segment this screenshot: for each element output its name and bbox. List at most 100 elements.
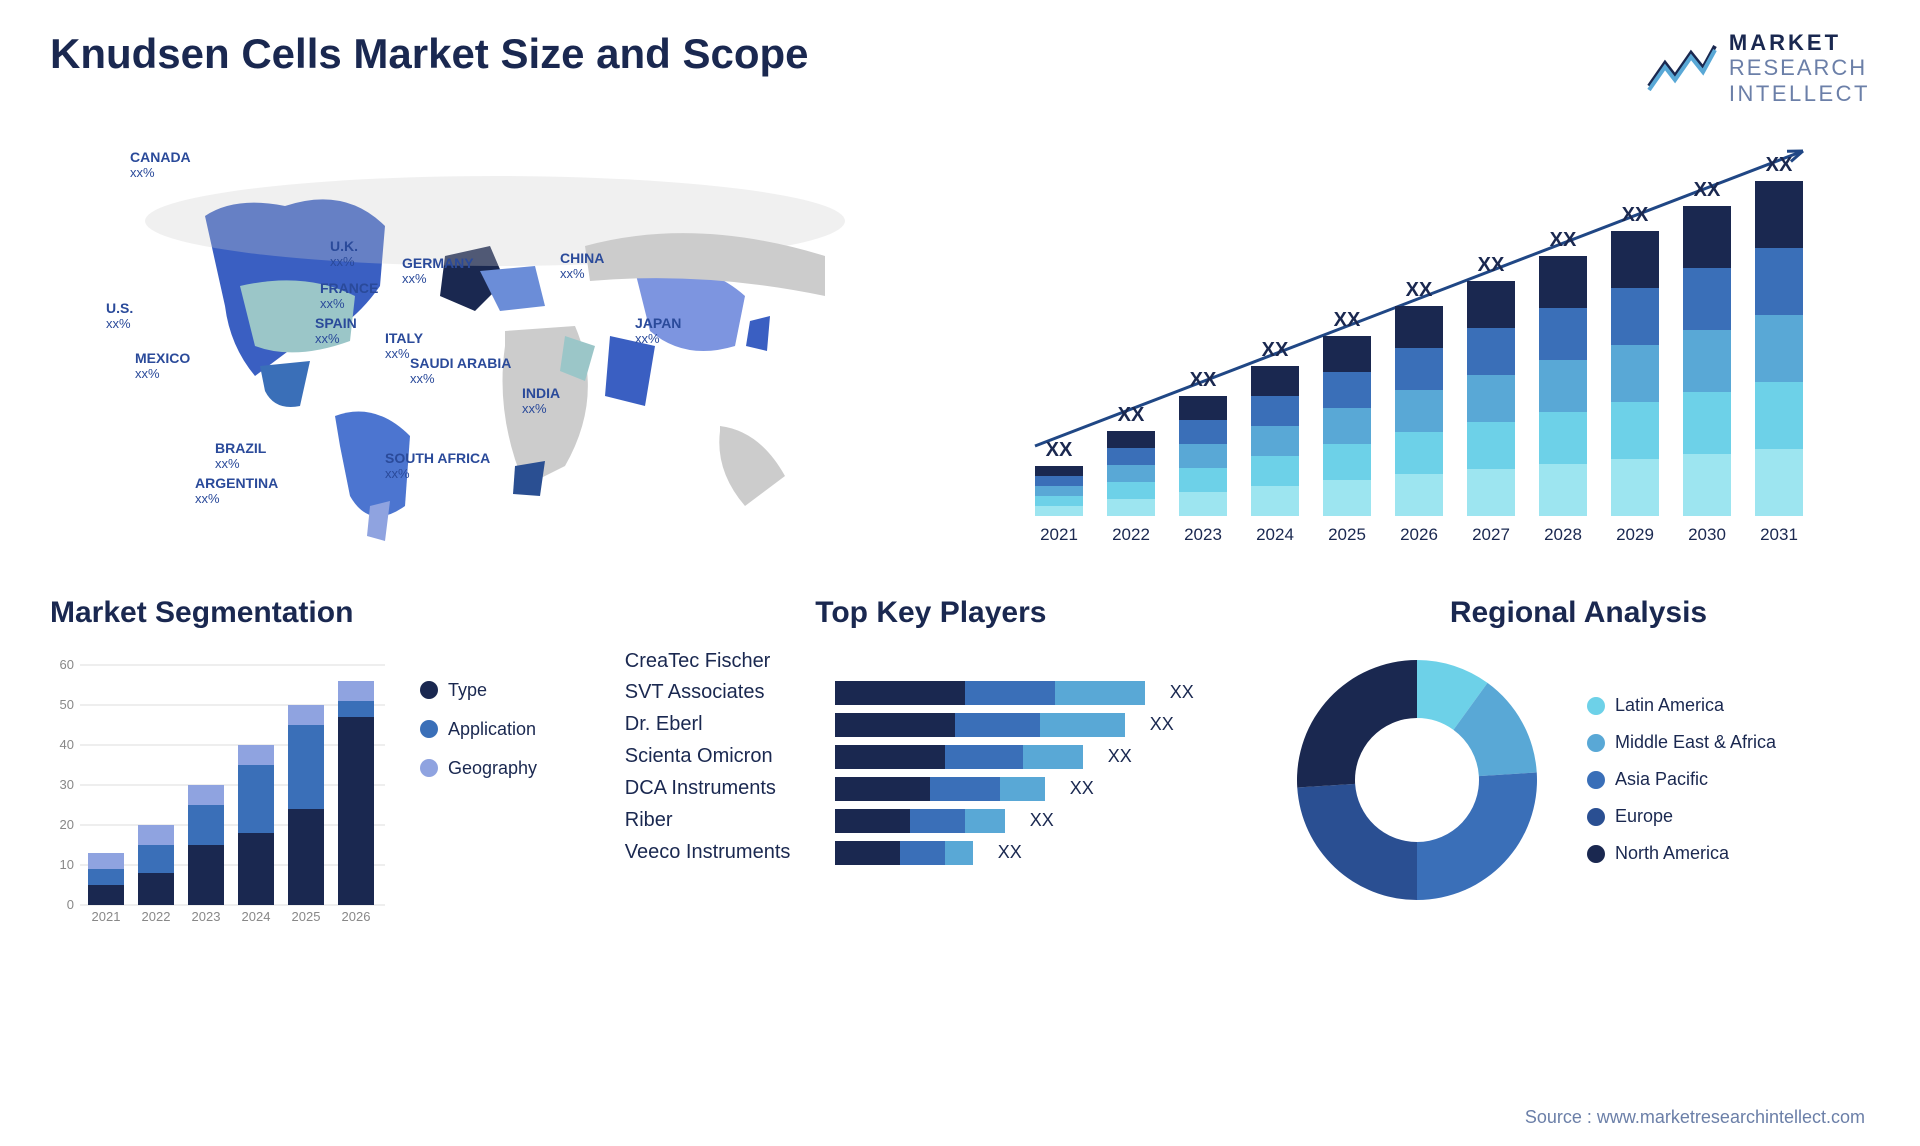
- regional-donut-chart: [1287, 650, 1547, 910]
- seg-bar-segment: [238, 745, 274, 765]
- player-name: Scienta Omicron: [625, 745, 820, 768]
- player-bar-segment: [955, 713, 1040, 737]
- seg-bar-segment: [288, 705, 324, 725]
- regional-title: Regional Analysis: [1287, 596, 1870, 630]
- growth-bar-segment: [1179, 492, 1227, 516]
- legend-label: Asia Pacific: [1615, 769, 1708, 790]
- growth-bar-segment: [1395, 474, 1443, 516]
- growth-year-label: 2026: [1400, 525, 1438, 544]
- map-label: U.K.xx%: [330, 239, 358, 270]
- growth-bar-segment: [1755, 181, 1803, 248]
- growth-bar-value-label: XX: [1262, 339, 1289, 361]
- player-bar-segment: [965, 681, 1055, 705]
- seg-bar-segment: [288, 725, 324, 809]
- player-value-label: XX: [1150, 714, 1174, 735]
- player-row: CreaTec Fischer: [625, 650, 1237, 673]
- growth-bar-segment: [1251, 456, 1299, 486]
- growth-bar-segment: [1323, 480, 1371, 516]
- growth-bar-segment: [1395, 306, 1443, 348]
- regional-legend: Latin America Middle East & Africa Asia Pa…: [1587, 695, 1776, 864]
- player-bar: [835, 681, 1145, 705]
- player-bar-segment: [900, 841, 945, 865]
- player-row: Scienta Omicron XX: [625, 745, 1237, 769]
- legend-swatch-icon: [420, 759, 438, 777]
- map-label: INDIAxx%: [522, 386, 560, 417]
- growth-bar-segment: [1179, 444, 1227, 468]
- segmentation-title: Market Segmentation: [50, 596, 575, 630]
- world-map-panel: CANADAxx%U.S.xx%MEXICOxx%BRAZILxx%ARGENT…: [50, 136, 940, 556]
- player-bar-segment: [835, 681, 965, 705]
- seg-bar-segment: [88, 853, 124, 869]
- svg-text:2026: 2026: [342, 909, 371, 924]
- growth-bar-value-label: XX: [1694, 179, 1721, 201]
- legend-item: Application: [420, 719, 537, 740]
- svg-text:10: 10: [60, 857, 74, 872]
- legend-item: Asia Pacific: [1587, 769, 1776, 790]
- growth-bar-segment: [1107, 431, 1155, 448]
- player-bar-segment: [945, 745, 1023, 769]
- growth-bar-segment: [1755, 248, 1803, 315]
- growth-bar-value-label: XX: [1766, 154, 1793, 176]
- player-bar: [835, 809, 1005, 833]
- growth-bar-value-label: XX: [1046, 439, 1073, 461]
- seg-bar-segment: [338, 701, 374, 717]
- player-bar-segment: [835, 745, 945, 769]
- map-label: CHINAxx%: [560, 251, 604, 282]
- legend-swatch-icon: [420, 720, 438, 738]
- player-value-label: XX: [1108, 746, 1132, 767]
- growth-bar-segment: [1251, 486, 1299, 516]
- player-row: SVT AssociatesXX: [625, 681, 1237, 705]
- growth-bar-segment: [1323, 444, 1371, 480]
- player-bar: [835, 745, 1083, 769]
- legend-label: Middle East & Africa: [1615, 732, 1776, 753]
- seg-bar-segment: [338, 717, 374, 905]
- legend-item: North America: [1587, 843, 1776, 864]
- player-bar-segment: [1023, 745, 1083, 769]
- legend-label: Type: [448, 680, 487, 701]
- growth-bar-segment: [1467, 281, 1515, 328]
- growth-bar-segment: [1611, 402, 1659, 459]
- growth-bar-chart: XX2021XX2022XX2023XX2024XX2025XX2026XX20…: [980, 136, 1870, 556]
- player-value-label: XX: [998, 842, 1022, 863]
- svg-text:2022: 2022: [142, 909, 171, 924]
- svg-text:2024: 2024: [242, 909, 271, 924]
- growth-bar-segment: [1467, 422, 1515, 469]
- growth-bar-segment: [1395, 348, 1443, 390]
- legend-item: Type: [420, 680, 537, 701]
- player-bar-segment: [835, 713, 955, 737]
- map-label: CANADAxx%: [130, 150, 191, 181]
- seg-bar-segment: [88, 885, 124, 905]
- segmentation-chart: 0102030405060202120222023202420252026: [50, 650, 390, 930]
- segmentation-legend: Type Application Geography: [420, 650, 537, 930]
- svg-text:0: 0: [67, 897, 74, 912]
- legend-swatch-icon: [1587, 771, 1605, 789]
- growth-bar-segment: [1107, 499, 1155, 516]
- seg-bar-segment: [138, 825, 174, 845]
- svg-text:2023: 2023: [192, 909, 221, 924]
- growth-bar-segment: [1755, 449, 1803, 516]
- growth-bar-segment: [1611, 345, 1659, 402]
- legend-swatch-icon: [420, 681, 438, 699]
- logo-text-2: RESEARCH: [1729, 55, 1870, 80]
- growth-bar-segment: [1539, 308, 1587, 360]
- svg-text:30: 30: [60, 777, 74, 792]
- growth-bar-segment: [1035, 466, 1083, 476]
- legend-label: Latin America: [1615, 695, 1724, 716]
- growth-year-label: 2025: [1328, 525, 1366, 544]
- legend-label: Geography: [448, 758, 537, 779]
- player-bar-segment: [945, 841, 973, 865]
- map-label: GERMANYxx%: [402, 256, 474, 287]
- growth-year-label: 2023: [1184, 525, 1222, 544]
- growth-bar-segment: [1251, 426, 1299, 456]
- legend-swatch-icon: [1587, 845, 1605, 863]
- growth-bar-segment: [1611, 459, 1659, 516]
- player-name: Dr. Eberl: [625, 713, 820, 736]
- growth-bar-segment: [1323, 372, 1371, 408]
- seg-bar-segment: [238, 765, 274, 833]
- source-attribution: Source : www.marketresearchintellect.com: [1525, 1107, 1865, 1128]
- logo-text-3: INTELLECT: [1729, 81, 1870, 106]
- segmentation-section: Market Segmentation 01020304050602021202…: [50, 596, 575, 930]
- player-name: Veeco Instruments: [625, 841, 820, 864]
- growth-bar-segment: [1683, 392, 1731, 454]
- growth-bar-segment: [1035, 476, 1083, 486]
